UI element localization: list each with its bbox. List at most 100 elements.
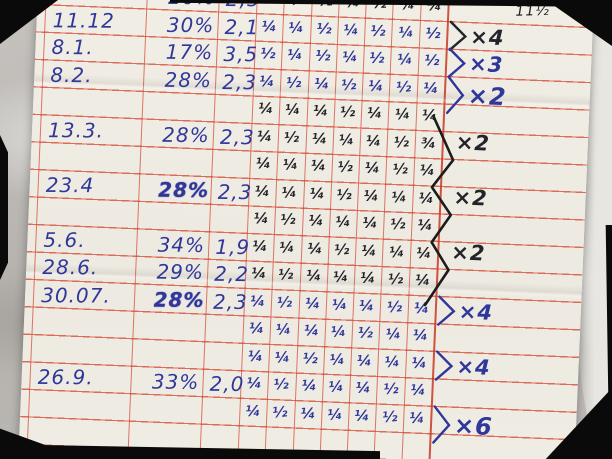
photo-edge-shadow [0,135,8,280]
fraction-cell: ¼ [326,406,344,424]
fraction-cell: ¼ [342,21,360,39]
multiplier-annotation: ×4 [436,294,494,328]
fraction-cell: ¼ [261,18,277,35]
fraction-cell: ¼ [245,403,261,420]
fraction-cell: ¼ [250,265,267,283]
fraction-cell: ½ [276,293,294,312]
table-row: 30.07. 28% 2,3 ¼ ½ ¼ ¼ ¼ ½ ¼ ×4 [25,280,582,331]
date-segment: 28.6. [42,254,99,280]
multiplier-label: ×6 [453,410,494,441]
fraction-cell: ¼ [249,293,266,310]
date-cell: 8.2. [50,62,92,86]
table-row: 8.1. 17% 3,5 ½ ¼ ½ ¼ ½ ¼ ½ ×3 [35,33,592,84]
fraction-cell: ¼ [393,106,411,124]
fraction-cell: ¼ [247,348,263,365]
fraction-cell: ¼ [311,130,327,148]
fraction-cell: ½ [283,129,300,147]
fraction-cell: ¼ [341,48,358,67]
fraction-cell: ½ [336,158,354,177]
fraction-cell: ¼ [332,268,349,287]
fraction-cell: ¼ [254,183,270,200]
fraction-cell: ½ [339,103,356,122]
fraction-cell: ½ [357,325,374,342]
fraction-cell: ¼ [366,105,383,122]
multiplier-annotation: ×2 [445,74,507,117]
date-segment: 8.1. [51,34,94,60]
fraction-cell: ¼ [253,210,269,228]
fraction-cell: ¼ [246,375,262,393]
fraction-cell: ¼ [300,378,317,395]
multiplier-annotation: ×6 [431,404,493,447]
fraction-cell: ½ [370,23,386,40]
multiplier-label: ×4 [469,24,506,50]
date-segment: 5.6. [43,227,86,252]
date-segment: .11 [81,0,116,5]
fraction-cell: ½ [381,408,398,426]
percent-cell: 28% [164,67,213,92]
fraction-cell: ¼ [255,155,272,173]
fraction-cell: ½ [391,161,408,179]
fraction-cell: ¼ [390,188,407,207]
table-row: ¼ ½ ¼ ¼ ¼ ½ ¼ ×6 [20,390,577,444]
date-segment: 30.07. [41,282,111,308]
value-cell: 1,9 [215,234,251,259]
fraction-cell: ½ [340,76,357,94]
fraction-cell: ¼ [362,215,378,232]
table-row: ¼ ¼ ½ ¼ ¼ ¼ ¼ ×4 [22,335,579,386]
value-cell: 2,3 [219,124,255,149]
date-segment: 26.9. [37,364,94,390]
fraction-cell: ¼ [313,75,330,93]
fraction-cell: ¼ [256,128,273,145]
multiplier-label: ×3 [468,51,504,78]
angle-brace [432,404,451,444]
value-cell: 2,0 [209,371,245,396]
fraction-cell: ¼ [397,23,414,42]
date-cell: 11.12 [53,8,115,32]
fraction-cell: ¼ [358,297,375,315]
multiplier-annotation: ×4 [434,349,492,383]
value-cell: 3,5 [223,41,259,67]
angle-brace [437,294,456,326]
fraction-cell: ¼ [328,351,346,369]
value-cell: 2,2 [214,261,250,287]
date-segment: 23.4 [45,172,95,197]
fraction-cell: ½ [271,403,289,422]
date-segment: 11.12 [52,7,116,33]
fraction-cell: ½ [392,133,410,152]
fraction-cell: ¼ [278,239,296,257]
date-cell: 30.07. [41,283,111,307]
fraction-cell: ¼ [360,270,376,287]
fraction-cell: ¼ [364,160,381,177]
fraction-cell: ½ [260,46,276,63]
fraction-cell: ½ [333,241,350,259]
photo-edge-shadow [605,225,612,405]
fraction-cell: ½ [424,25,441,42]
fraction-cell: ½ [394,78,412,97]
fraction-cell: ¼ [282,156,299,174]
fraction-cell: ¼ [396,51,413,69]
fraction-cell: ¼ [312,103,328,120]
fraction-cell: ¼ [384,326,402,344]
date-segment: 18 [54,0,82,5]
fraction-cell: ¼ [275,321,292,339]
fraction-cell: ½ [385,298,403,316]
multiplier-label: ×4 [456,353,492,380]
fraction-cell: ¼ [310,158,326,175]
fraction-cell: ¼ [387,243,405,261]
fraction-cell: ¼ [329,323,347,342]
percent-cell: 17% [165,39,214,65]
fraction-cell: ¼ [412,327,428,345]
fraction-cell: ¼ [338,131,355,149]
fraction-cell: ½ [369,50,385,68]
fraction-cell: ¼ [410,382,426,400]
fraction-cell: ¼ [365,133,382,150]
date-cell: 28.6. [42,255,98,279]
multiplier-label: ×4 [458,298,494,325]
fraction-cell: ¼ [354,407,370,425]
fraction-cell: ¼ [355,380,371,397]
fraction-cell: ¼ [286,46,304,65]
fraction-cell: ½ [285,74,303,92]
fraction-cell: ½ [382,380,399,399]
percent-cell: 28% [153,287,205,312]
date-cell: 13.3. [48,118,104,142]
